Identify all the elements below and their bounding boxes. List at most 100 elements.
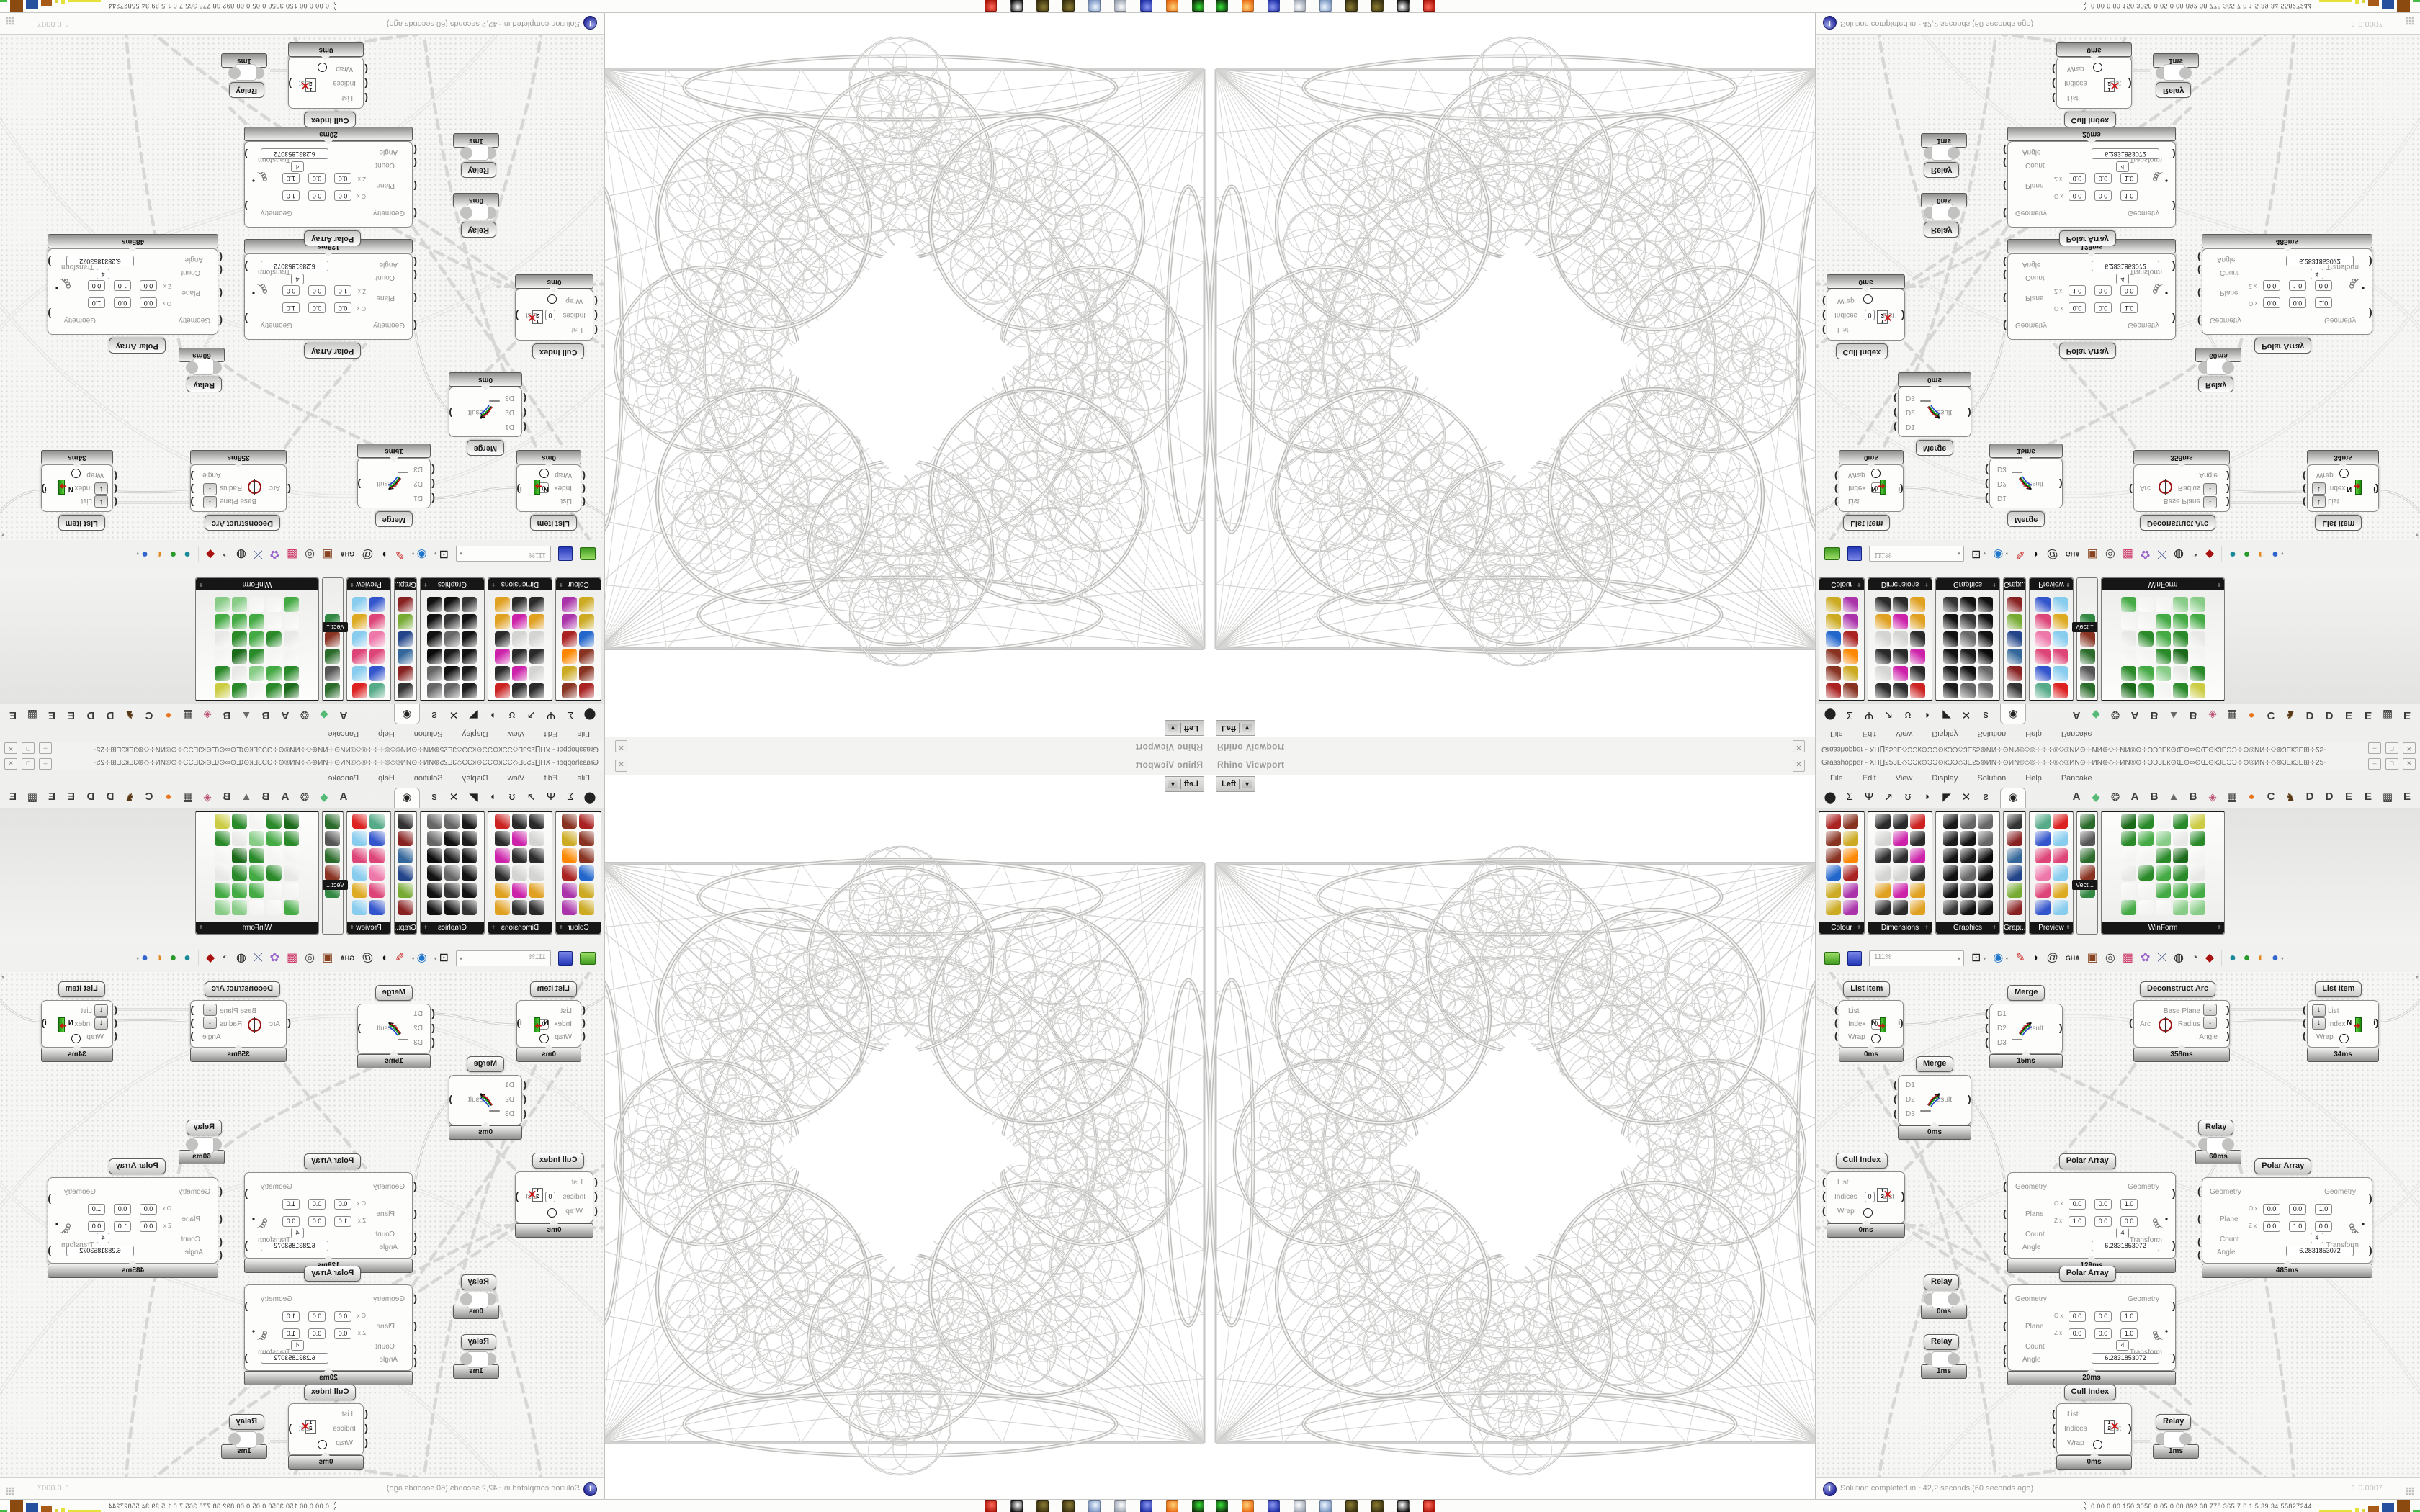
node-port[interactable]: ) xyxy=(2172,1239,2176,1251)
value-box[interactable]: 0.0 xyxy=(2263,1204,2280,1215)
wrap-toggle[interactable] xyxy=(2339,1034,2349,1043)
flatten-icon[interactable]: ↓ xyxy=(2312,1017,2326,1030)
palette-component-icon[interactable] xyxy=(266,666,282,681)
palette-group-label[interactable]: Preview + xyxy=(347,922,390,934)
palette-component-icon[interactable] xyxy=(1977,865,1993,881)
node-label-cull[interactable]: Cull Index xyxy=(303,112,357,127)
palette-component-icon[interactable] xyxy=(1909,683,1925,698)
palette-component-icon[interactable] xyxy=(2079,865,2095,881)
palette-component-icon[interactable] xyxy=(232,683,248,698)
value-box[interactable]: 0.0 xyxy=(114,1204,131,1215)
node-port[interactable]: ( xyxy=(287,484,291,495)
palette-component-icon[interactable] xyxy=(562,597,578,612)
wrap-toggle[interactable] xyxy=(1863,294,1873,304)
palette-component-icon[interactable] xyxy=(325,649,341,664)
palette-component-icon[interactable] xyxy=(1977,631,1993,647)
palette-component-icon[interactable] xyxy=(2052,649,2068,664)
palette-component-icon[interactable] xyxy=(2035,848,2051,863)
palette-component-icon[interactable] xyxy=(352,848,368,863)
node-port[interactable]: ( xyxy=(364,1422,368,1434)
expand-icon[interactable]: + xyxy=(1992,580,1996,588)
node-port[interactable]: ( xyxy=(1894,408,1897,419)
menu-item-view[interactable]: View xyxy=(1895,729,1913,738)
menu-item-pancake[interactable]: Pancake xyxy=(328,774,359,783)
component-tab-icon[interactable]: ↗ xyxy=(526,708,537,721)
node-polar[interactable]: (((()) Geometry Plane Count Angle O x 0.0 0.0 1.… xyxy=(2197,1177,2372,1264)
palette-group-label[interactable]: Dimensions + xyxy=(1868,578,1932,590)
node-port[interactable]: ( xyxy=(431,1022,435,1033)
component-tab-icon[interactable]: Ψ xyxy=(1864,791,1874,803)
value-box[interactable]: 4 xyxy=(2311,269,2323,279)
relay-body[interactable] xyxy=(1925,144,1958,161)
component-tab-plugin[interactable]: E xyxy=(2344,791,2352,803)
node-cull[interactable]: ((() List Indices 0 1 2 ✕ Wrap List xyxy=(1822,289,1905,341)
component-tab-plugin[interactable]: ● xyxy=(165,791,172,803)
palette-component-icon[interactable] xyxy=(325,831,341,846)
palette-component-icon[interactable] xyxy=(2138,814,2154,829)
value-box[interactable]: 1.0 xyxy=(2069,285,2086,296)
component-tab-plugin[interactable]: ◈ xyxy=(2208,708,2217,721)
palette-component-icon[interactable] xyxy=(2138,597,2154,612)
scroll-up-icon[interactable]: ▾ xyxy=(2415,531,2419,539)
component-tab-plugin[interactable]: ♞ xyxy=(2285,708,2295,721)
node-list-item[interactable]: ((() ↓ ↓ List Index Wrap N ➜ i xyxy=(41,464,117,512)
palette-component-icon[interactable] xyxy=(2120,883,2136,898)
palette-component-icon[interactable] xyxy=(2190,649,2205,664)
palette-component-icon[interactable] xyxy=(2035,666,2051,681)
component-tab-plugin[interactable]: ● xyxy=(165,709,172,721)
palette-component-icon[interactable] xyxy=(2190,848,2205,863)
palette-component-icon[interactable] xyxy=(1942,666,1958,681)
expand-icon[interactable]: + xyxy=(398,580,402,588)
palette-component-icon[interactable] xyxy=(1909,900,1925,915)
terminal-icon[interactable] xyxy=(1192,1500,1204,1512)
node-label-cull[interactable]: Cull Index xyxy=(532,343,585,359)
value-box[interactable]: 1.0 xyxy=(88,297,105,308)
palette-component-icon[interactable] xyxy=(1875,865,1891,881)
palette-component-icon[interactable] xyxy=(398,831,413,846)
node-port[interactable]: ( xyxy=(594,1176,598,1187)
node-label-relay[interactable]: Relay xyxy=(460,1334,496,1350)
node-port[interactable]: ( xyxy=(2003,181,2007,192)
node-port[interactable]: ( xyxy=(431,1036,435,1048)
node-port[interactable]: ( xyxy=(2003,145,2007,156)
palette-component-icon[interactable] xyxy=(2052,831,2068,846)
value-box[interactable]: 1.0 xyxy=(2289,280,2306,291)
toolbar-icon[interactable]: ✿ xyxy=(2140,952,2151,964)
palette-component-icon[interactable] xyxy=(2138,614,2154,629)
palette-component-icon[interactable] xyxy=(512,900,528,915)
toolbar-icon[interactable]: GHA xyxy=(2065,550,2080,557)
relay-body[interactable] xyxy=(230,64,263,81)
penguin-icon[interactable] xyxy=(1010,0,1023,12)
toolbar-icon[interactable]: ● xyxy=(169,548,177,560)
palette-component-icon[interactable] xyxy=(2007,883,2022,898)
value-box[interactable]: 0 xyxy=(1865,1192,1875,1202)
palette-component-icon[interactable] xyxy=(249,631,265,647)
palette-component-icon[interactable] xyxy=(1942,614,1958,629)
toolbar-icon[interactable]: ◐ xyxy=(2257,952,2265,964)
palette-component-icon[interactable] xyxy=(495,900,511,915)
component-tab-icon[interactable]: ʊ xyxy=(1904,791,1912,803)
notepad-icon[interactable] xyxy=(1319,0,1332,12)
palette-component-icon[interactable] xyxy=(1909,848,1925,863)
value-box[interactable]: 0.0 xyxy=(2094,285,2112,296)
palette-component-icon[interactable] xyxy=(1892,631,1908,647)
palette-component-icon[interactable] xyxy=(562,666,578,681)
palette-group-label[interactable]: Preview + xyxy=(2030,922,2073,934)
value-box[interactable]: 0.0 xyxy=(114,297,131,308)
node-label-relay[interactable]: Relay xyxy=(228,1414,264,1430)
palette-component-icon[interactable] xyxy=(1892,597,1908,612)
menu-item-edit[interactable]: Edit xyxy=(1862,729,1876,738)
relay-body[interactable] xyxy=(462,1351,495,1368)
node-port[interactable]: ( xyxy=(523,1107,526,1119)
palette-component-icon[interactable] xyxy=(462,683,478,698)
palette-group-label[interactable]: Graphics + xyxy=(421,922,484,934)
chevron-down-icon[interactable]: ▼ xyxy=(1242,780,1252,788)
value-box[interactable]: 6.2831853072 xyxy=(2286,1246,2354,1256)
palette-component-icon[interactable] xyxy=(512,883,528,898)
palette-component-icon[interactable] xyxy=(284,614,300,629)
palette-component-icon[interactable] xyxy=(1977,814,1993,829)
resize-grip[interactable] xyxy=(6,1487,14,1495)
menu-item-help[interactable]: Help xyxy=(378,774,395,783)
component-tab-plugin[interactable]: D xyxy=(2305,709,2314,721)
palette-component-icon[interactable] xyxy=(529,900,545,915)
